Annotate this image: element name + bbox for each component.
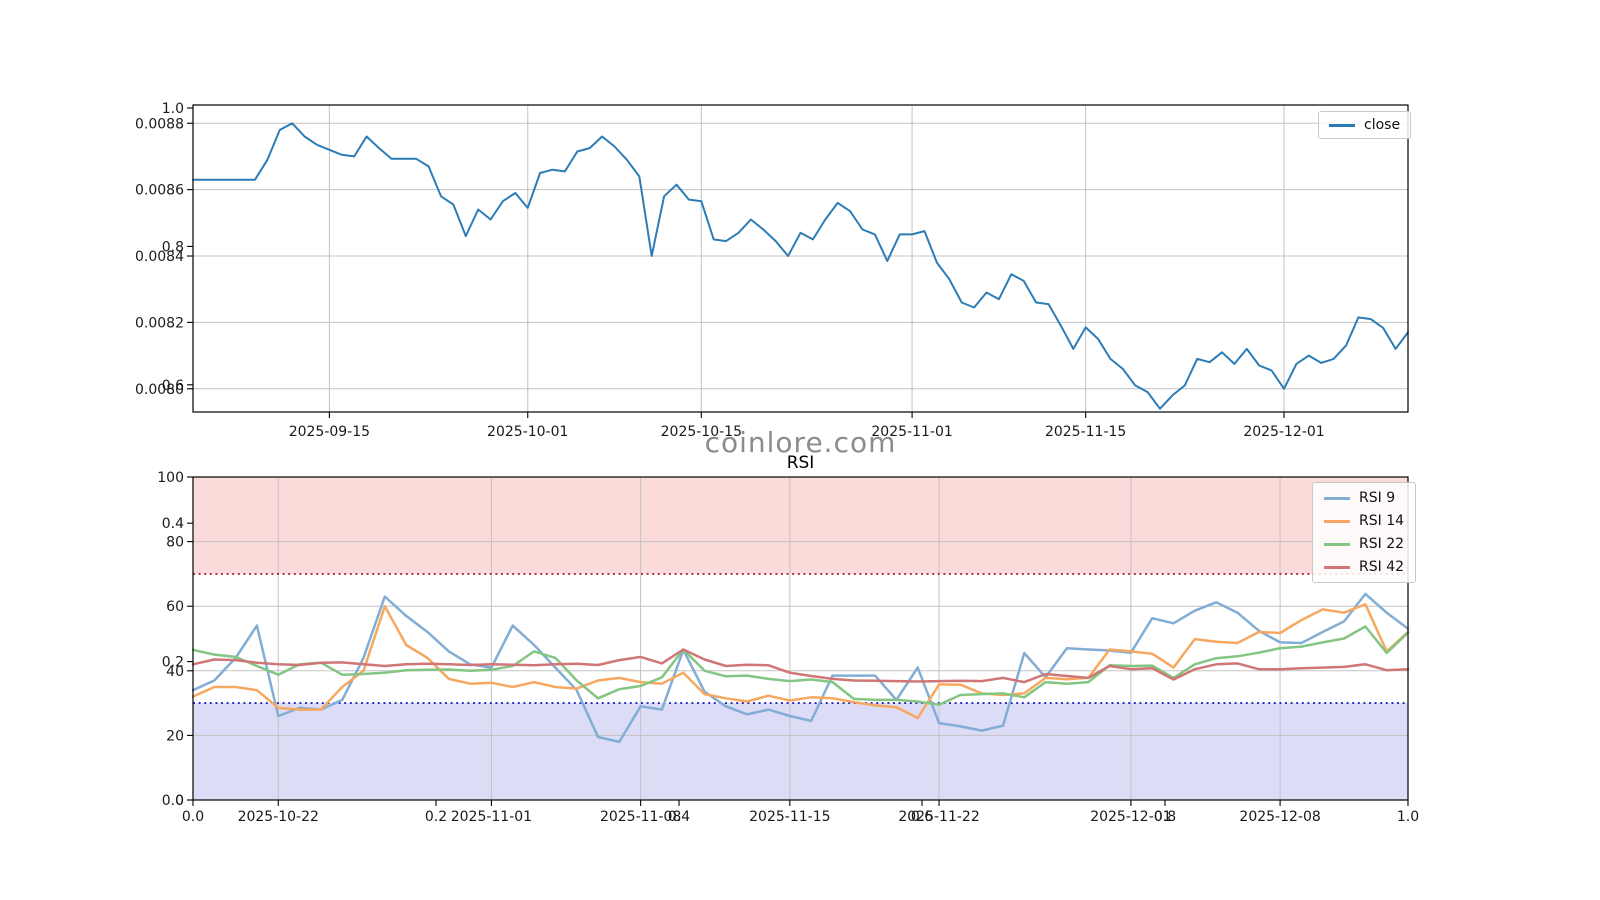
rsi-22-line-swatch: [1324, 542, 1350, 546]
overlay-y-tick-label: 0.0: [162, 793, 184, 809]
price-x-tick-label: 2025-09-15: [289, 424, 370, 440]
overlay-y-tick-label: 0.8: [162, 239, 184, 255]
legend-item-rsi-42: RSI 42: [1324, 559, 1404, 575]
overlay-x-tick-label: 0.4: [668, 809, 690, 825]
rsi-panel-border: [192, 476, 1409, 801]
legend-item-rsi-22: RSI 22: [1324, 536, 1404, 552]
overlay-x-tick-label: 1.0: [1397, 809, 1419, 825]
overbought-band: [193, 477, 1408, 574]
rsi-y-tick-label: 80: [166, 535, 184, 551]
legend-label-rsi-42: RSI 42: [1359, 559, 1405, 575]
rsi-x-tick-label: 2025-10-22: [238, 809, 319, 825]
rsi-panel-title: RSI: [786, 453, 815, 473]
rsi-y-tick-label: 0: [175, 793, 184, 809]
legend-item-rsi-9: RSI 9: [1324, 490, 1404, 506]
overlay-y-tick-label: 0.4: [162, 516, 184, 532]
price-y-tick-label: 0.0088: [135, 116, 184, 132]
legend-label-rsi-9: RSI 9: [1359, 490, 1396, 506]
price-line: [192, 122, 1409, 410]
close-line-swatch: [1329, 123, 1355, 127]
watermark: coinlore.com: [704, 426, 897, 459]
price-x-tick-label: 2025-11-15: [1045, 424, 1126, 440]
price-x-tick-label: 2025-10-15: [661, 424, 742, 440]
overlay-x-tick-label: 0.6: [911, 809, 933, 825]
legend-label-close: close: [1364, 117, 1401, 133]
rsi-legend: RSI 9 RSI 14 RSI 22 RSI 42: [1312, 482, 1417, 583]
price-y-tick-label: 0.0086: [135, 183, 184, 199]
price-x-tick-label: 2025-10-01: [487, 424, 568, 440]
rsi-line-rsi-42: [191, 648, 1410, 684]
price-y-tick-label: 0.0084: [135, 249, 184, 265]
price-panel-border: [192, 104, 1409, 413]
overlay-x-tick-label: 0.8: [1154, 809, 1176, 825]
rsi-y-tick-label: 20: [166, 728, 184, 744]
price-x-tick-label: 2025-12-01: [1243, 424, 1324, 440]
rsi-line-rsi-14: [191, 603, 1410, 720]
rsi-line-rsi-9: [191, 592, 1410, 744]
overlay-x-tick-label: 0.0: [182, 809, 204, 825]
rsi-x-tick-label: 2025-12-01: [1090, 809, 1171, 825]
legend-item-close: close: [1329, 117, 1400, 133]
rsi-y-tick-label: 60: [166, 599, 184, 615]
rsi-x-tick-label: 2025-11-01: [451, 809, 532, 825]
rsi-y-tick-label: 40: [166, 664, 184, 680]
price-y-tick-label: 0.0082: [135, 315, 184, 331]
legend-label-rsi-14: RSI 14: [1359, 513, 1405, 529]
overlay-y-tick-label: 0.6: [162, 378, 184, 394]
overlay-x-tick-label: 0.2: [425, 809, 447, 825]
overlay-y-tick-label: 1.0: [162, 101, 184, 117]
rsi-line-rsi-22: [191, 625, 1410, 706]
rsi-x-tick-label: 2025-11-08: [600, 809, 681, 825]
rsi-x-tick-label: 2025-12-08: [1239, 809, 1320, 825]
price-x-tick-label: 2025-11-01: [871, 424, 952, 440]
price-y-tick-label: 0.0080: [135, 382, 184, 398]
price-legend: close: [1318, 111, 1412, 139]
rsi-9-line-swatch: [1324, 496, 1350, 500]
overlay-y-tick-label: 0.2: [162, 655, 184, 671]
legend-item-rsi-14: RSI 14: [1324, 513, 1404, 529]
legend-label-rsi-22: RSI 22: [1359, 536, 1405, 552]
rsi-42-line-swatch: [1324, 565, 1350, 569]
rsi-x-tick-label: 2025-11-22: [898, 809, 979, 825]
rsi-14-line-swatch: [1324, 519, 1350, 523]
rsi-x-tick-label: 2025-11-15: [749, 809, 830, 825]
rsi-y-tick-label: 100: [157, 470, 184, 486]
